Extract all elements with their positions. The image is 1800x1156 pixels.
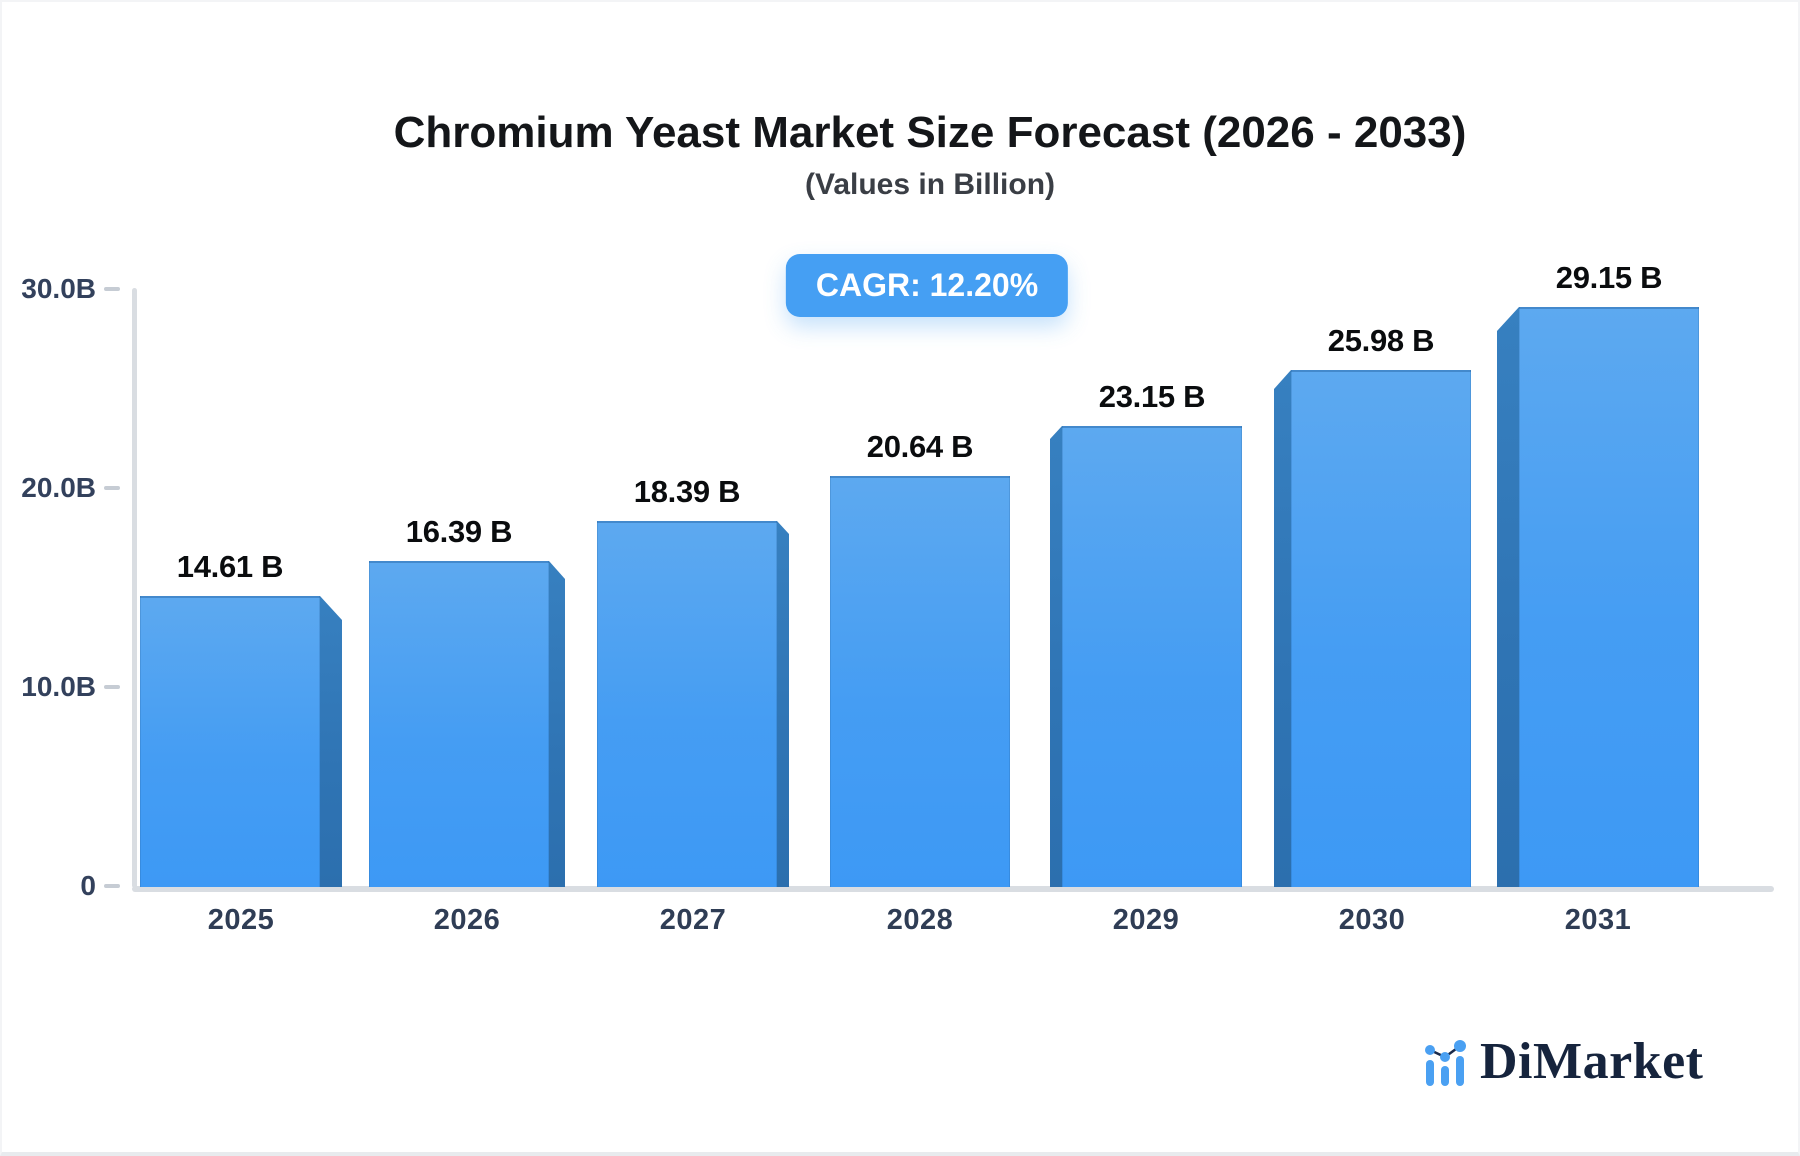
- bar: [140, 596, 320, 887]
- bar-side: [777, 521, 789, 887]
- bar-side: [320, 596, 342, 887]
- y-axis-tick-label: 10.0B: [21, 671, 96, 702]
- bar-side: [549, 561, 565, 887]
- bar-value-label: 25.98 B: [1327, 323, 1435, 358]
- bar-value-label: 29.15 B: [1555, 260, 1663, 295]
- bar: [1519, 307, 1699, 887]
- x-axis-label: 2025: [207, 904, 275, 936]
- bar-value-label: 18.39 B: [633, 474, 741, 509]
- y-axis-tick-mark: [104, 486, 120, 490]
- x-axis-label: 2031: [1564, 904, 1632, 936]
- x-axis-label: 2029: [1112, 904, 1180, 936]
- bar-side: [1497, 307, 1519, 887]
- x-axis-label: 2027: [659, 904, 727, 936]
- bar-value-label: 20.64 B: [866, 429, 974, 464]
- x-axis-label: 2026: [433, 904, 501, 936]
- cagr-badge: CAGR: 12.20%: [785, 254, 1069, 317]
- bar: [830, 476, 1010, 887]
- x-axis-label: 2028: [886, 904, 954, 936]
- y-axis-tick-label: 30.0B: [21, 273, 96, 304]
- x-axis-line: [132, 886, 1774, 892]
- chart-title: Chromium Yeast Market Size Forecast (202…: [393, 108, 1467, 157]
- bar-side: [1050, 426, 1062, 887]
- x-axis-label: 2030: [1338, 904, 1406, 936]
- chart-subtitle: (Values in Billion): [804, 168, 1056, 201]
- bar: [369, 561, 549, 887]
- bar-side: [1274, 370, 1291, 887]
- bar: [1062, 426, 1242, 887]
- dimarket-logo-icon: [1425, 1040, 1466, 1086]
- dimarket-logo-text: DiMarket: [1480, 1033, 1704, 1090]
- y-axis-tick-mark: [104, 287, 120, 291]
- y-axis-line: [132, 288, 137, 888]
- dimarket-logo: DiMarket: [1422, 1036, 1703, 1088]
- bar: [597, 521, 777, 887]
- y-axis-tick-label: 20.0B: [21, 472, 96, 503]
- bar-value-label: 16.39 B: [405, 514, 513, 549]
- y-axis-tick-mark: [104, 685, 120, 689]
- y-axis-tick-mark: [104, 884, 120, 888]
- y-axis-tick-label: 0: [80, 870, 96, 901]
- bar: [1291, 370, 1471, 887]
- bar-value-label: 14.61 B: [176, 549, 284, 584]
- bar-value-label: 23.15 B: [1098, 379, 1206, 414]
